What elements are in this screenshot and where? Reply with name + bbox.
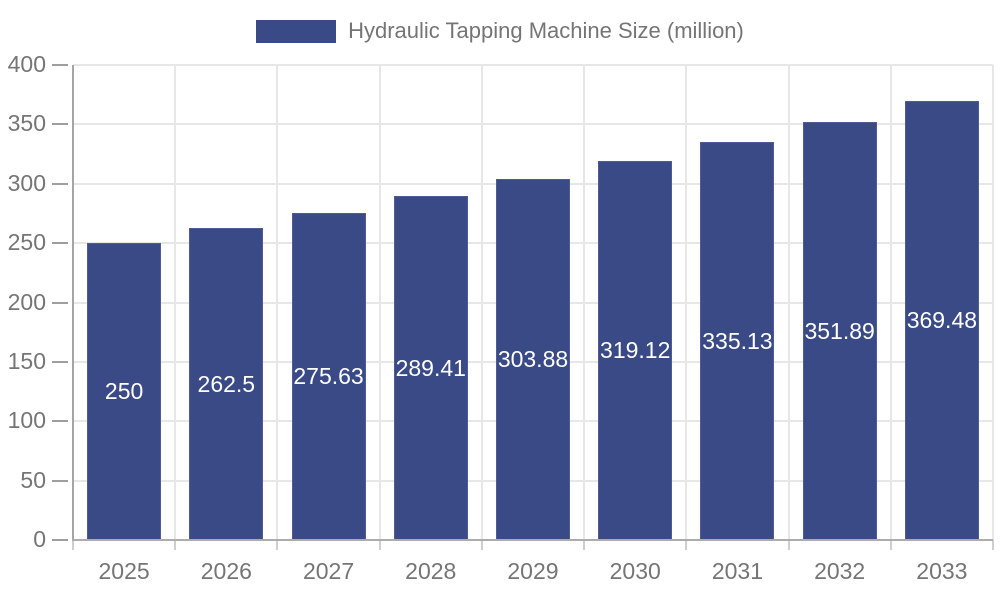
v-gridline	[685, 65, 688, 540]
v-gridline	[787, 65, 790, 540]
x-tick-label: 2031	[711, 558, 764, 584]
y-tick	[52, 242, 68, 245]
y-tick-label: 0	[33, 526, 46, 552]
bar-value-label: 262.5	[197, 370, 256, 397]
h-gridline	[73, 123, 993, 126]
y-tick-label: 100	[7, 407, 46, 434]
bar: 319.12	[598, 161, 673, 540]
legend: Hydraulic Tapping Machine Size (million)	[0, 18, 1000, 44]
v-gridline	[992, 65, 994, 540]
x-tick	[480, 540, 483, 550]
bar-value-label: 369.48	[906, 307, 978, 334]
v-gridline	[480, 65, 483, 540]
x-tick	[174, 540, 177, 550]
plot-area: 0 50 100 150 200 250 300 350 400 2025 2026 2027 2028…	[8, 53, 994, 584]
y-tick-label: 150	[7, 347, 46, 374]
bar: 351.89	[802, 122, 877, 540]
legend-item[interactable]: Hydraulic Tapping Machine Size (million)	[256, 18, 744, 44]
x-tick	[685, 540, 688, 550]
bar: 289.41	[393, 196, 468, 540]
v-gridline	[174, 65, 177, 540]
y-tick-label: 200	[7, 288, 46, 315]
x-tick-label: 2033	[916, 558, 968, 584]
y-tick-label: 300	[7, 169, 46, 196]
v-gridline	[276, 65, 279, 540]
x-tick-label: 2027	[302, 558, 355, 584]
bar: 262.5	[189, 228, 264, 540]
y-tick	[52, 182, 68, 185]
x-tick	[583, 540, 586, 550]
legend-label: Hydraulic Tapping Machine Size (million)	[348, 18, 744, 43]
x-tick-label: 2025	[98, 558, 150, 584]
bar-value-label: 303.88	[497, 346, 569, 373]
legend-swatch	[256, 19, 337, 43]
x-tick	[378, 540, 381, 550]
v-gridline	[889, 65, 892, 540]
x-tick-label: 2028	[405, 558, 457, 584]
bar-value-label: 250	[104, 378, 144, 405]
v-gridline	[583, 65, 586, 540]
bar-value-label: 335.13	[702, 327, 773, 354]
y-tick	[52, 539, 68, 541]
y-tick	[52, 420, 68, 423]
x-tick	[992, 540, 994, 550]
y-tick	[52, 301, 68, 304]
y-tick	[52, 123, 68, 126]
bar-value-label: 275.63	[293, 362, 364, 389]
y-tick-label: 350	[7, 110, 46, 137]
y-tick	[52, 479, 68, 482]
x-tick-label: 2029	[507, 558, 559, 584]
bar: 303.88	[496, 179, 570, 540]
x-tick-label: 2030	[609, 558, 661, 584]
x-tick	[72, 540, 74, 550]
bar-value-label: 351.89	[804, 317, 875, 344]
y-tick-label: 250	[7, 229, 46, 256]
x-tick	[787, 540, 790, 550]
bar: 369.48	[904, 101, 979, 540]
bar-value-label: 319.12	[600, 337, 671, 363]
x-tick	[889, 540, 892, 550]
v-gridline	[378, 65, 381, 540]
x-axis-line	[72, 539, 993, 541]
bar: 250	[87, 243, 162, 540]
y-tick-label: 50	[20, 466, 46, 493]
y-axis-line	[72, 65, 74, 540]
y-tick	[52, 64, 68, 66]
x-tick	[276, 540, 279, 550]
h-gridline	[73, 64, 993, 66]
y-tick	[52, 360, 68, 363]
x-tick-label: 2032	[814, 558, 866, 584]
x-tick-label: 2026	[200, 558, 252, 584]
bar: 335.13	[700, 142, 775, 540]
bar-value-label: 289.41	[395, 354, 466, 381]
bar: 275.63	[291, 212, 366, 540]
y-tick-label: 400	[7, 51, 46, 77]
